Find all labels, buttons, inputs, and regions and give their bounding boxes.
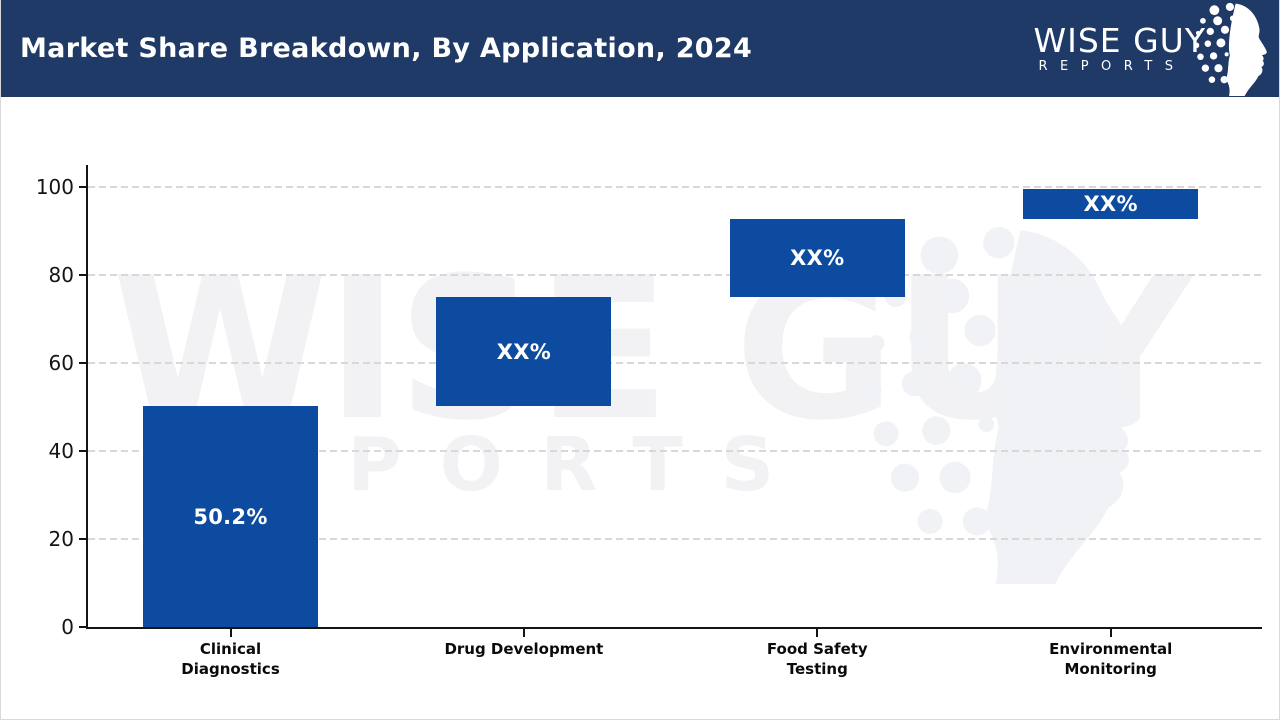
x-tick-label-line: Clinical [199,640,262,658]
x-tick-drug-development [522,629,525,637]
y-tick-label-60: 60 [48,351,74,375]
x-tick-label-line: Monitoring [1064,660,1157,678]
wise-guy-logo: WISE GUY REPORTS [1033,2,1276,96]
y-axis-spine [86,165,88,629]
y-tick-20 [79,538,87,540]
x-tick-clinical-diagnostics [229,629,232,637]
y-tick-0 [79,626,87,628]
x-tick-food-safety-testing [816,629,819,637]
bar-food-safety-testing: XX% [729,218,905,297]
x-tick-label-line: Environmental [1049,640,1173,658]
bar-value-label-food-safety-testing: XX% [790,245,845,270]
y-tick-40 [79,450,87,452]
y-tick-80 [79,274,87,276]
logo-brand-name: WISE GUY [1033,20,1206,60]
x-tick-label-food-safety-testing: Food Safety Testing [671,639,963,679]
x-tick-label-environmental-monitoring: Environmental Monitoring [965,639,1257,679]
bar-value-label-environmental-monitoring: XX% [1083,191,1138,216]
x-tick-label-line: Food Safety [766,640,868,658]
y-tick-100 [79,186,87,188]
x-tick-label-clinical-diagnostics: Clinical Diagnostics [85,639,377,679]
y-tick-label-0: 0 [61,615,74,639]
x-tick-label-line: Testing [786,660,848,678]
logo-wordmark: WISE GUY REPORTS [1033,20,1206,74]
gridline-40 [88,450,1262,452]
x-tick-environmental-monitoring [1109,629,1112,637]
gridline-60 [88,362,1262,364]
y-tick-label-100: 100 [35,175,74,199]
gridline-20 [88,538,1262,540]
page-title: Market Share Breakdown, By Application, … [20,33,753,64]
gridline-100 [88,186,1262,188]
y-tick-label-40: 40 [48,439,74,463]
y-tick-label-80: 80 [48,263,74,287]
logo-brand-subtitle: REPORTS [1038,58,1186,74]
y-tick-60 [79,362,87,364]
bar-environmental-monitoring: XX% [1023,189,1199,219]
bar-clinical-diagnostics: 50.2% [143,406,318,627]
logo-head-icon [1192,2,1276,96]
header: Market Share Breakdown, By Application, … [0,0,1280,97]
y-tick-label-20: 20 [48,527,74,551]
bar-value-label-clinical-diagnostics: 50.2% [193,504,268,529]
bar-value-label-drug-development: XX% [496,339,552,364]
x-tick-label-line: Diagnostics [181,660,280,678]
x-tick-label-line: Drug Development [444,640,604,658]
bar-drug-development: XX% [436,297,612,407]
x-tick-label-drug-development: Drug Development [378,639,670,659]
gridline-80 [88,274,1262,276]
x-axis-spine [86,627,1262,629]
